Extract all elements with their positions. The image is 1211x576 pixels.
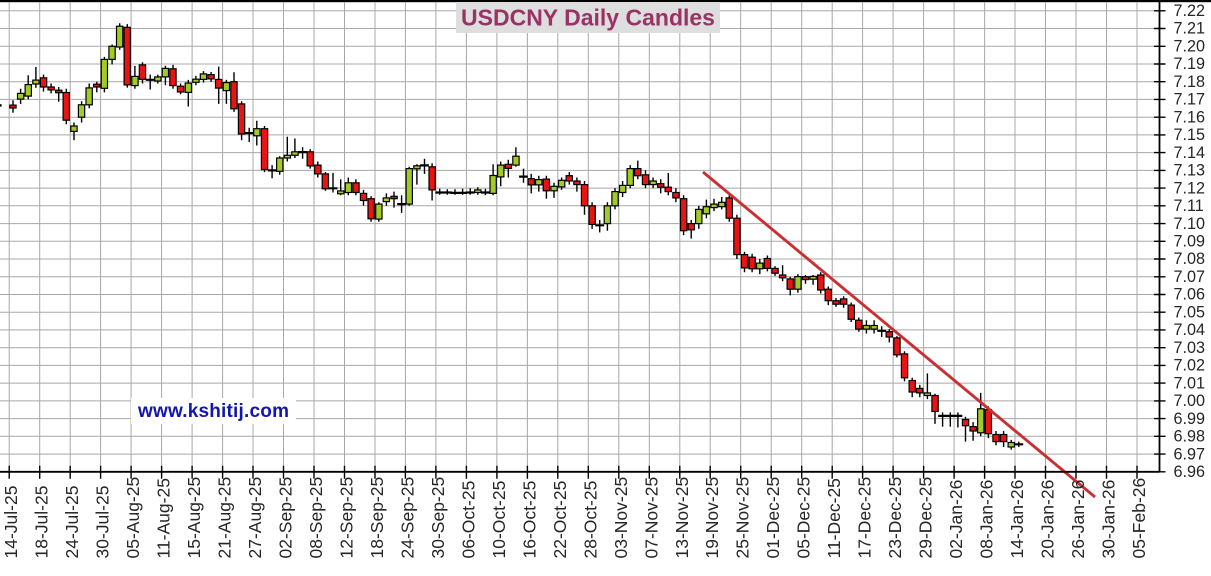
svg-text:7.10: 7.10 bbox=[1174, 215, 1206, 233]
svg-text:05-Feb-26: 05-Feb-26 bbox=[1129, 478, 1149, 559]
svg-text:23-Dec-25: 23-Dec-25 bbox=[885, 477, 905, 559]
svg-text:11-Dec-25: 11-Dec-25 bbox=[824, 478, 844, 558]
svg-text:26-Jan-26: 26-Jan-26 bbox=[1068, 480, 1088, 559]
svg-text:01-Dec-25: 01-Dec-25 bbox=[763, 477, 783, 559]
svg-text:14-Jul-25: 14-Jul-25 bbox=[1, 486, 21, 559]
svg-text:www.kshitij.com: www.kshitij.com bbox=[137, 401, 289, 422]
svg-text:14-Jan-26: 14-Jan-26 bbox=[1007, 480, 1027, 559]
svg-text:15-Aug-25: 15-Aug-25 bbox=[184, 477, 204, 559]
svg-text:7.15: 7.15 bbox=[1174, 126, 1206, 144]
svg-text:7.02: 7.02 bbox=[1174, 357, 1206, 375]
svg-text:27-Aug-25: 27-Aug-25 bbox=[245, 477, 265, 559]
svg-text:6.96: 6.96 bbox=[1174, 463, 1206, 481]
svg-text:7.22: 7.22 bbox=[1174, 2, 1206, 20]
svg-text:11-Aug-25: 11-Aug-25 bbox=[154, 478, 174, 558]
svg-text:7.21: 7.21 bbox=[1174, 20, 1206, 38]
svg-text:6.99: 6.99 bbox=[1174, 410, 1206, 428]
svg-text:7.11: 7.11 bbox=[1174, 197, 1204, 215]
svg-text:18-Sep-25: 18-Sep-25 bbox=[367, 477, 387, 559]
svg-text:7.03: 7.03 bbox=[1174, 339, 1206, 357]
svg-text:30-Sep-25: 30-Sep-25 bbox=[428, 477, 448, 559]
svg-text:7.06: 7.06 bbox=[1174, 286, 1206, 304]
svg-text:7.00: 7.00 bbox=[1174, 392, 1206, 410]
svg-text:24-Jul-25: 24-Jul-25 bbox=[62, 486, 82, 559]
svg-text:19-Nov-25: 19-Nov-25 bbox=[702, 477, 722, 559]
svg-text:10-Oct-25: 10-Oct-25 bbox=[489, 481, 509, 559]
svg-text:7.19: 7.19 bbox=[1174, 55, 1206, 73]
svg-text:7.05: 7.05 bbox=[1174, 303, 1206, 321]
svg-text:7.09: 7.09 bbox=[1174, 233, 1206, 251]
svg-text:7.07: 7.07 bbox=[1174, 268, 1206, 286]
svg-text:16-Oct-25: 16-Oct-25 bbox=[519, 481, 539, 559]
svg-text:7.18: 7.18 bbox=[1174, 73, 1206, 91]
svg-text:03-Nov-25: 03-Nov-25 bbox=[611, 477, 631, 559]
svg-text:05-Dec-25: 05-Dec-25 bbox=[794, 477, 814, 559]
svg-text:13-Nov-25: 13-Nov-25 bbox=[672, 477, 692, 559]
svg-text:24-Sep-25: 24-Sep-25 bbox=[397, 477, 417, 559]
svg-text:21-Aug-25: 21-Aug-25 bbox=[215, 477, 235, 559]
svg-text:6.97: 6.97 bbox=[1174, 445, 1206, 463]
svg-text:7.13: 7.13 bbox=[1174, 162, 1206, 180]
svg-text:7.20: 7.20 bbox=[1174, 38, 1206, 56]
svg-text:28-Oct-25: 28-Oct-25 bbox=[580, 481, 600, 559]
svg-text:08-Jan-26: 08-Jan-26 bbox=[977, 480, 997, 559]
svg-text:22-Oct-25: 22-Oct-25 bbox=[550, 481, 570, 559]
svg-text:02-Jan-26: 02-Jan-26 bbox=[946, 480, 966, 559]
svg-text:25-Nov-25: 25-Nov-25 bbox=[733, 477, 753, 559]
svg-text:30-Jan-26: 30-Jan-26 bbox=[1099, 480, 1119, 559]
svg-text:6.98: 6.98 bbox=[1174, 428, 1206, 446]
svg-text:USDCNY Daily Candles: USDCNY Daily Candles bbox=[461, 4, 715, 30]
svg-text:12-Sep-25: 12-Sep-25 bbox=[337, 477, 357, 559]
svg-text:18-Jul-25: 18-Jul-25 bbox=[32, 486, 52, 559]
svg-text:7.04: 7.04 bbox=[1174, 321, 1206, 339]
svg-text:29-Dec-25: 29-Dec-25 bbox=[916, 477, 936, 559]
svg-text:02-Sep-25: 02-Sep-25 bbox=[276, 477, 296, 559]
svg-text:30-Jul-25: 30-Jul-25 bbox=[93, 486, 113, 559]
svg-text:20-Jan-26: 20-Jan-26 bbox=[1038, 480, 1058, 559]
svg-text:7.17: 7.17 bbox=[1174, 91, 1206, 109]
svg-text:7.08: 7.08 bbox=[1174, 250, 1206, 268]
svg-text:7.01: 7.01 bbox=[1174, 374, 1206, 392]
svg-text:17-Dec-25: 17-Dec-25 bbox=[855, 477, 875, 559]
svg-text:08-Sep-25: 08-Sep-25 bbox=[306, 477, 326, 559]
svg-text:05-Aug-25: 05-Aug-25 bbox=[123, 477, 143, 559]
svg-text:7.16: 7.16 bbox=[1174, 108, 1206, 126]
svg-text:07-Nov-25: 07-Nov-25 bbox=[641, 477, 661, 559]
svg-text:7.14: 7.14 bbox=[1174, 144, 1206, 162]
svg-text:06-Oct-25: 06-Oct-25 bbox=[458, 481, 478, 559]
svg-text:7.12: 7.12 bbox=[1174, 179, 1206, 197]
